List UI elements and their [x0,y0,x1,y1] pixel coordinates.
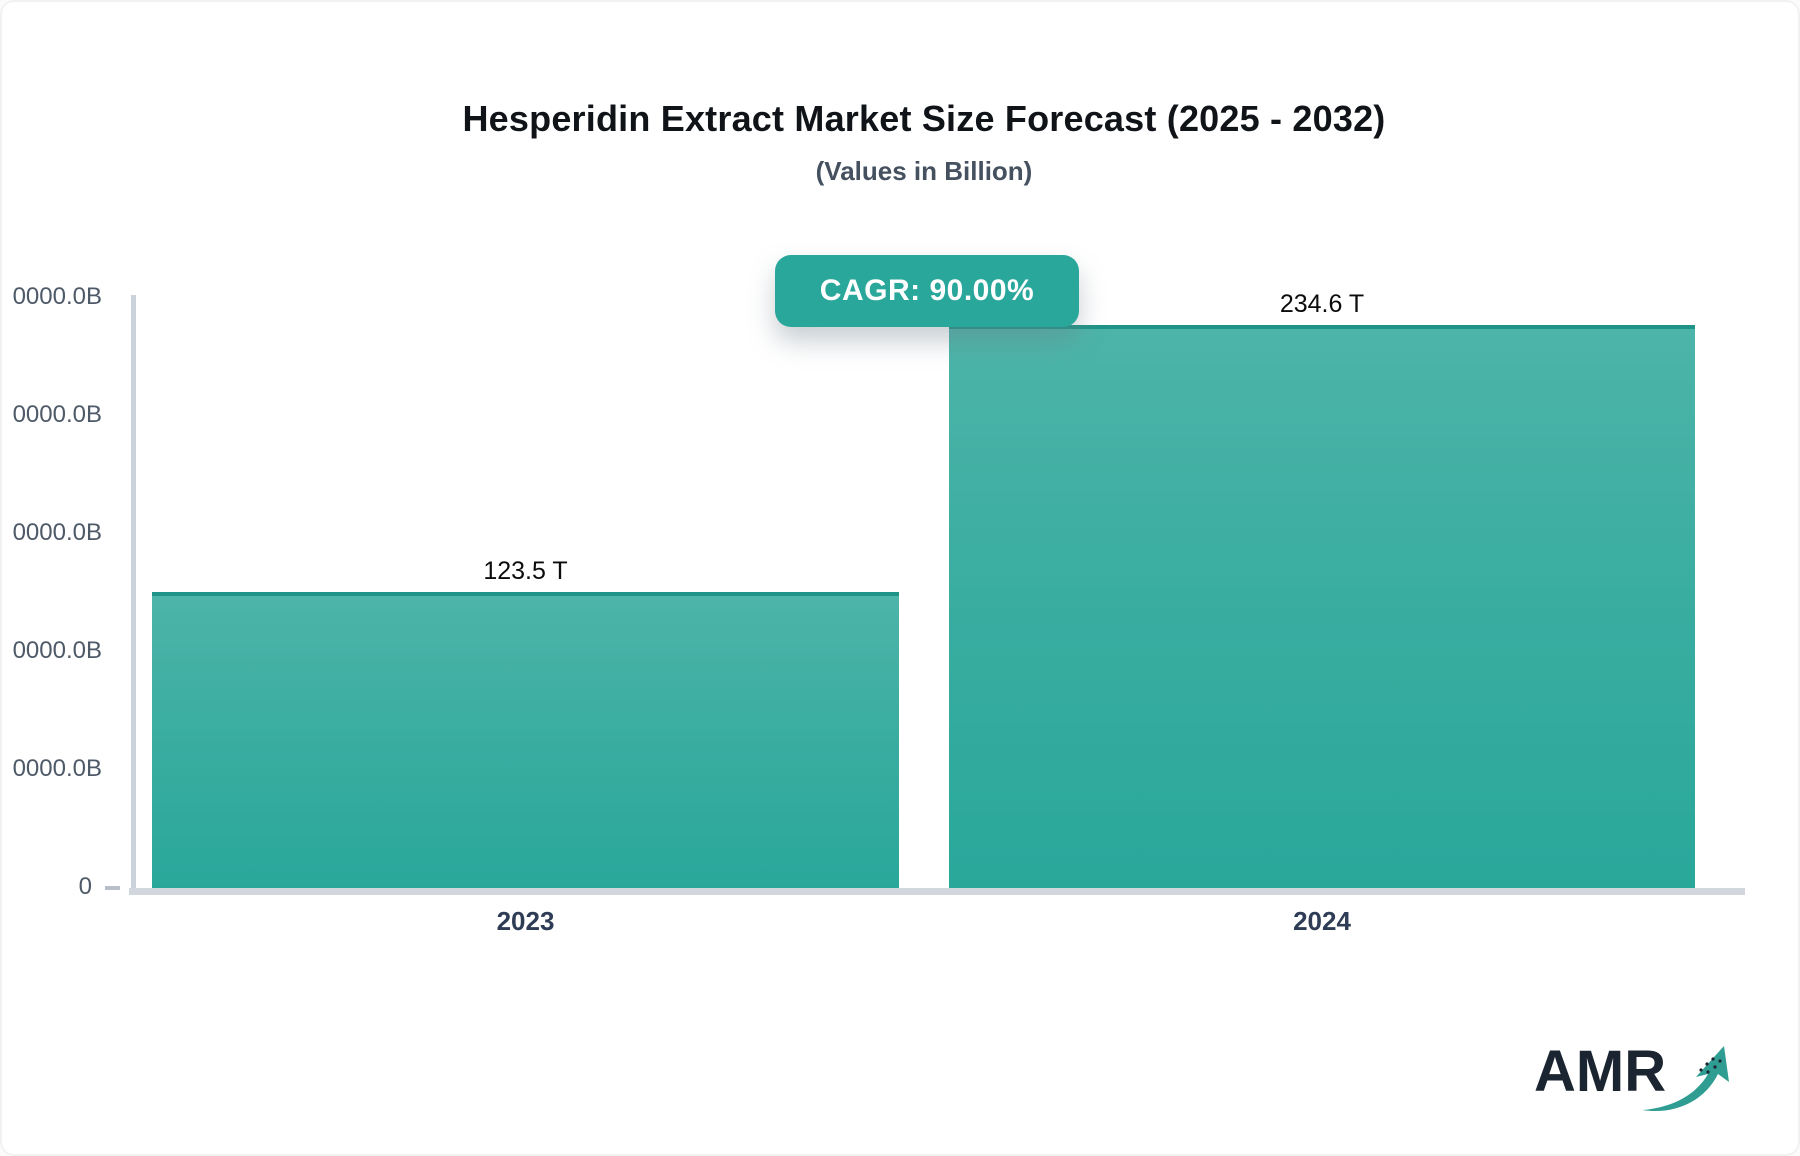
chart-subtitle: (Values in Billion) [815,156,1033,186]
cagr-badge-label: CAGR: 90.00% [819,274,1035,307]
y-tick-label-zero: 0 [78,873,92,900]
zero-tick-mark [105,886,120,890]
y-tick-label: 0000.0B [12,519,102,546]
x-label-2024: 2024 [1293,906,1351,936]
bar-value-2024: 234.6 T [1279,290,1365,318]
y-tick-label: 0000.0B [12,283,102,310]
y-tick-label: 0000.0B [12,401,102,428]
x-label-2023: 2023 [496,906,555,936]
amr-logo: AMR [1526,1034,1746,1118]
y-tick-label: 0000.0B [12,755,102,782]
chart-title: Hesperidin Extract Market Size Forecast … [462,98,1386,139]
bar-2024[interactable] [949,325,1695,888]
amr-logo-text: AMR [1534,1039,1667,1104]
y-axis-line [131,295,136,895]
bar-2023[interactable] [152,592,899,888]
cagr-badge: CAGR: 90.00% [775,255,1079,327]
chart-header: Hesperidin Extract Market Size Forecast … [50,98,1798,187]
y-tick-label: 0000.0B [12,637,102,664]
growth-arrow-icon [1642,1046,1729,1112]
bar-value-2023: 123.5 T [483,557,568,585]
x-axis-line [129,888,1745,895]
